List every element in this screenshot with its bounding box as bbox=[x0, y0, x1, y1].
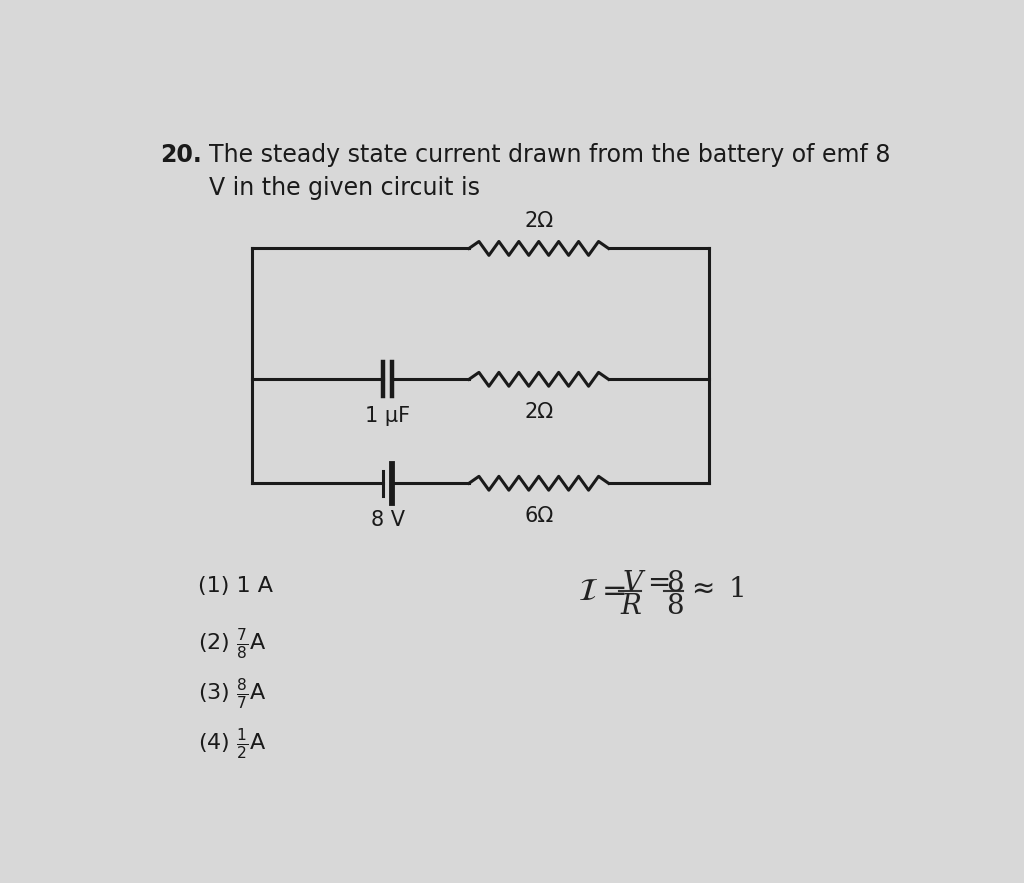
Text: 2Ω: 2Ω bbox=[524, 403, 553, 422]
Text: $\mathcal{I}=$: $\mathcal{I}=$ bbox=[578, 576, 626, 607]
Text: 8 V: 8 V bbox=[371, 510, 404, 530]
Text: (3) $\frac{8}{7}$A: (3) $\frac{8}{7}$A bbox=[198, 675, 266, 711]
Text: The steady state current drawn from the battery of emf 8
V in the given circuit : The steady state current drawn from the … bbox=[209, 143, 891, 200]
Text: 1 μF: 1 μF bbox=[366, 406, 411, 426]
Text: (1) 1 A: (1) 1 A bbox=[198, 576, 272, 596]
Text: 20.: 20. bbox=[161, 143, 203, 167]
Text: (2) $\frac{7}{8}$A: (2) $\frac{7}{8}$A bbox=[198, 626, 266, 660]
Text: $\approx$ 1: $\approx$ 1 bbox=[686, 576, 744, 603]
Text: 8: 8 bbox=[667, 570, 684, 597]
Text: 8: 8 bbox=[667, 593, 684, 621]
Text: =: = bbox=[647, 570, 671, 597]
Text: 6Ω: 6Ω bbox=[524, 506, 553, 526]
Text: R: R bbox=[621, 593, 642, 621]
Text: V: V bbox=[623, 570, 642, 597]
Text: (4) $\frac{1}{2}$A: (4) $\frac{1}{2}$A bbox=[198, 726, 266, 761]
Text: 2Ω: 2Ω bbox=[524, 211, 553, 231]
